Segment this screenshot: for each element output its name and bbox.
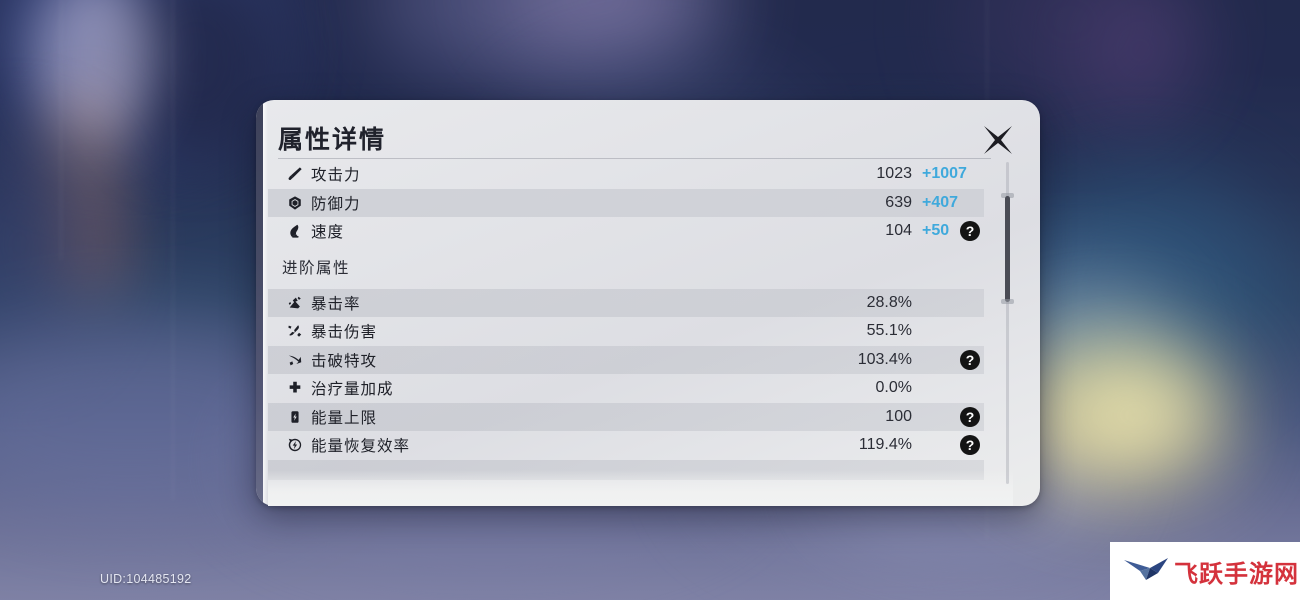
sword-icon [282,166,308,182]
scrollbar-thumb-cap-top [1001,193,1014,198]
scrollbar-thumb-cap-bottom [1001,299,1014,304]
help-badge[interactable]: ? [960,406,980,427]
stat-label: 速度 [311,223,345,242]
stat-base-value: 1023 [876,165,912,183]
close-icon[interactable] [978,120,1018,160]
crit-damage-icon [282,323,308,339]
help-badge[interactable]: ? [960,349,980,370]
stat-base-value: 0.0% [875,379,912,397]
stat-label: 防御力 [311,194,361,213]
stat-base-value: 103.4% [857,350,912,368]
stat-base-value: 639 [885,193,912,211]
stats-scroll-area[interactable]: 攻击力 1023 +1007 防御力 639 +407 [268,160,1013,487]
energy-regen-icon [282,437,308,453]
break-effect-icon [282,352,308,368]
stat-label: 击破特攻 [311,351,378,370]
scrollbar-track[interactable] [1006,162,1009,484]
site-watermark: 飞跃手游网 [1110,542,1300,600]
table-row-defense[interactable]: 防御力 639 +407 [268,188,984,217]
section-header-advanced: 进阶属性 [282,259,351,277]
table-row-energy-regen[interactable]: 能量恢复效率 119.4% ? [268,431,984,460]
stat-bonus-value: +407 [922,193,959,211]
stat-base-value: 104 [885,222,912,240]
table-row-crit-damage[interactable]: 暴击伤害 55.1% [268,317,984,346]
scrollbar-thumb[interactable] [1005,196,1010,302]
stat-bonus-value: +50 [922,222,950,240]
stat-label: 暴击率 [311,294,361,313]
stat-base-value: 119.4% [858,436,912,454]
stat-label: 治疗量加成 [311,380,394,399]
stat-label: 攻击力 [311,166,361,185]
table-row-healing-bonus[interactable]: 治疗量加成 0.0% [268,374,984,403]
stat-base-value: 28.8% [866,293,912,311]
boot-icon [282,223,308,239]
dialog-title: 属性详情 [278,125,387,154]
shield-icon [282,195,308,211]
table-row-crit-rate[interactable]: 暴击率 28.8% [268,288,984,317]
stats-list: 攻击力 1023 +1007 防御力 639 +407 [268,160,1013,480]
energy-max-icon [282,409,308,425]
table-row-break-effect[interactable]: 击破特攻 103.4% ? [268,345,984,374]
healing-cross-icon [282,380,308,396]
attribute-details-dialog [256,100,1040,506]
stat-label: 暴击伤害 [311,323,378,342]
crit-rate-icon [282,295,308,311]
table-row-speed[interactable]: 速度 104 +50 ? [268,217,984,246]
stat-label: 能量上限 [311,408,378,427]
stat-bonus-value: +1007 [922,165,967,183]
uid-text: UID:104485192 [100,572,192,586]
arrow-bird-logo-icon [1124,556,1168,586]
stat-label: 能量恢复效率 [311,437,411,456]
table-row-energy-max[interactable]: 能量上限 100 ? [268,402,984,431]
stat-base-value: 55.1% [866,322,912,340]
table-row-attack[interactable]: 攻击力 1023 +1007 [268,160,984,189]
help-badge[interactable]: ? [960,435,980,456]
list-top-divider [278,158,991,159]
watermark-text: 飞跃手游网 [1174,559,1299,588]
stat-base-value: 100 [885,407,912,425]
help-badge[interactable]: ? [960,221,980,242]
table-row-clipped-bottom[interactable] [268,459,984,480]
